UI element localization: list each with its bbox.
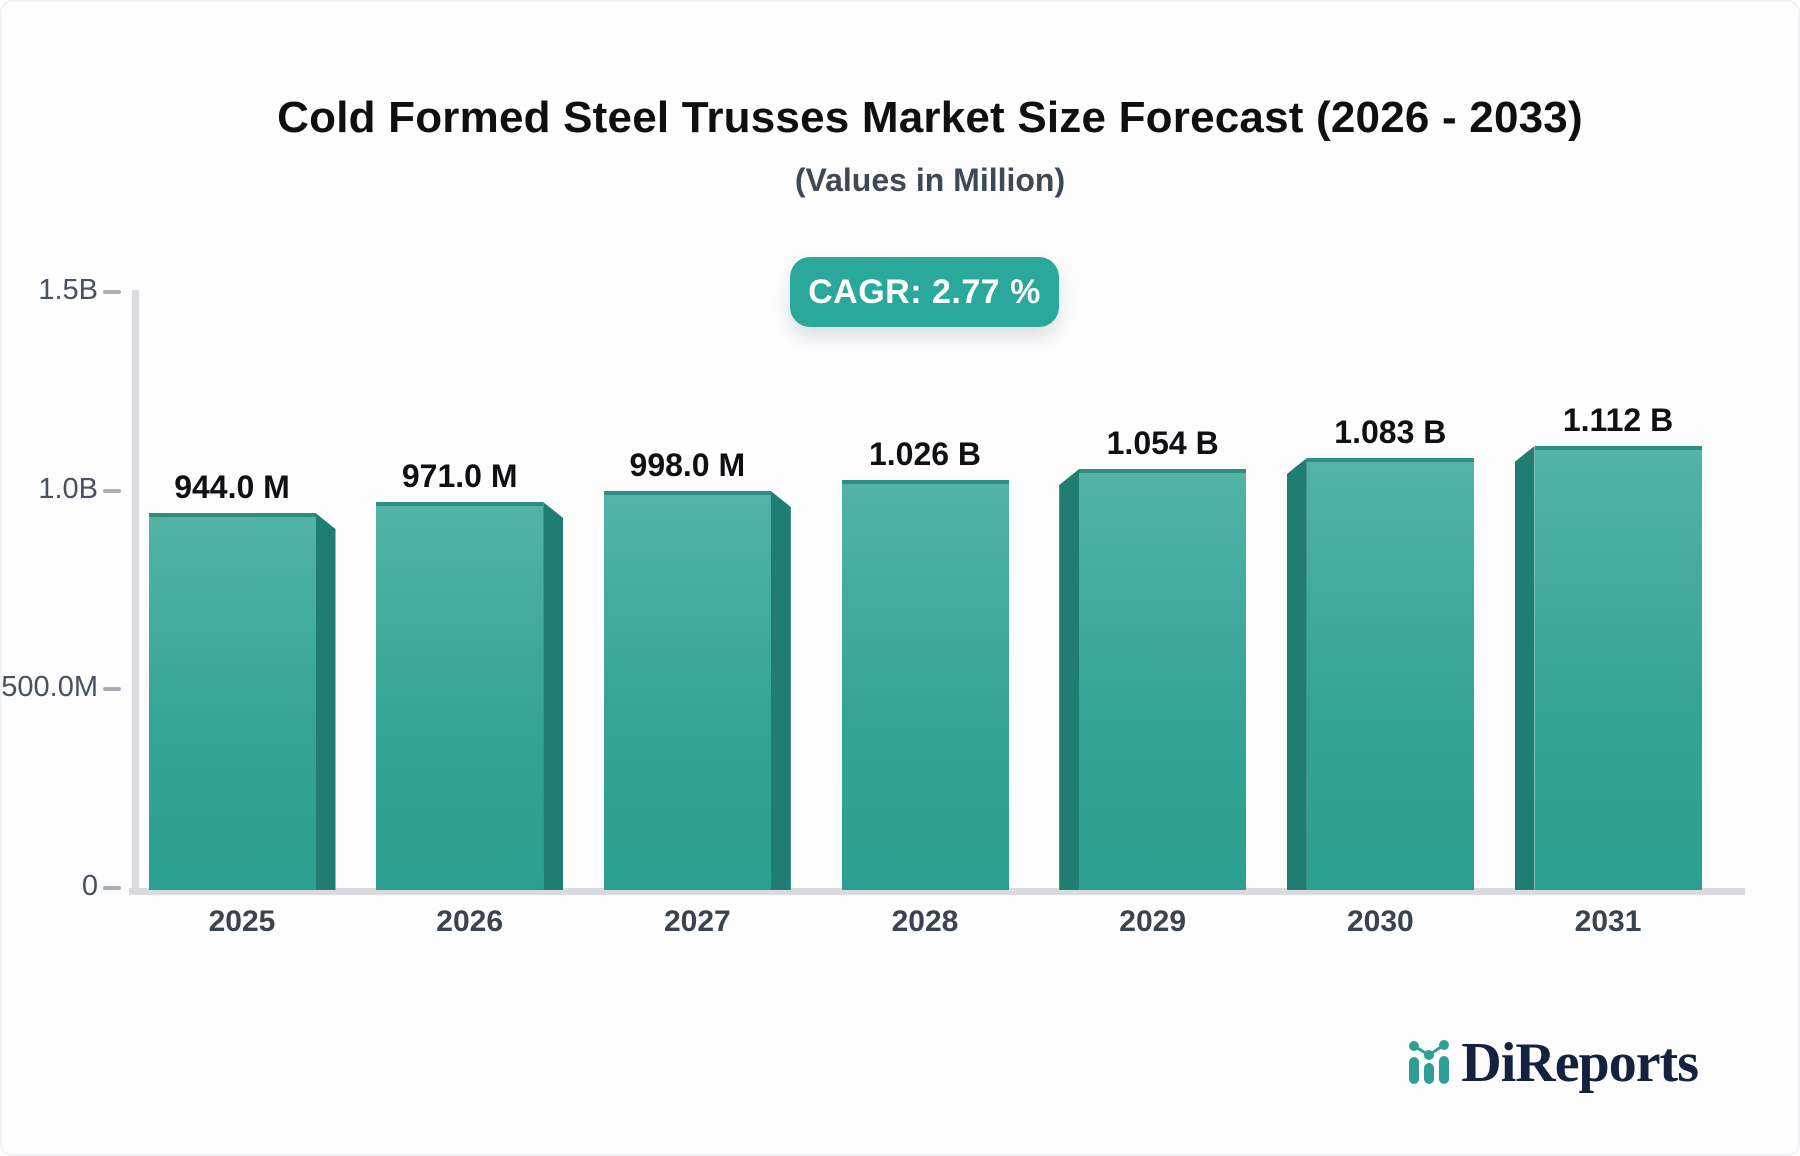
y-axis-tick-label: 1.5B	[38, 274, 98, 306]
bar-value-label: 1.083 B	[1334, 414, 1447, 450]
chart-header: Cold Formed Steel Trusses Market Size Fo…	[72, 2, 1788, 199]
x-axis-label-2029: 2029	[1119, 905, 1187, 938]
x-axis-label-2025: 2025	[208, 905, 276, 938]
y-axis-tick-label: 500.0M	[1, 671, 98, 704]
bar-2027-side	[770, 491, 791, 890]
logo-text: DiReports	[1461, 1032, 1699, 1094]
bar-value-label: 944.0 M	[174, 469, 290, 505]
bar-2025[interactable]	[148, 513, 316, 890]
direports-logo: DiReports	[1406, 1032, 1699, 1094]
x-axis-line	[129, 888, 1745, 895]
bar-2025-side	[315, 513, 336, 890]
bar-value-label: 998.0 M	[629, 447, 746, 483]
x-axis-label-2026: 2026	[436, 905, 504, 938]
y-axis-tick-label: 1.0B	[38, 472, 98, 505]
bar-2028[interactable]	[841, 480, 1009, 890]
bar-2031[interactable]	[1534, 446, 1702, 890]
y-axis-tick	[103, 687, 121, 692]
bar-2026-side	[543, 502, 564, 890]
y-axis-tick	[103, 886, 121, 890]
bar-value-label: 1.026 B	[868, 436, 982, 472]
bar-2026[interactable]	[376, 502, 544, 890]
chart-title: Cold Formed Steel Trusses Market Size Fo…	[277, 93, 1583, 142]
x-axis-label-2031: 2031	[1574, 905, 1642, 938]
y-axis-line	[132, 290, 139, 894]
y-axis-tick-label: 0	[81, 870, 98, 902]
x-axis-label-2027: 2027	[663, 905, 731, 938]
bar-2029-side	[1059, 469, 1080, 890]
x-axis-label-2030: 2030	[1346, 905, 1414, 938]
bar-value-label: 1.112 B	[1562, 402, 1674, 438]
bar-2030-side	[1286, 458, 1307, 890]
bar-2027[interactable]	[603, 491, 771, 890]
bar-2030[interactable]	[1306, 458, 1474, 890]
bar-2029[interactable]	[1079, 469, 1247, 890]
cagr-badge: CAGR: 2.77 %	[790, 257, 1059, 327]
x-axis-label-2028: 2028	[891, 905, 959, 938]
y-axis-tick	[103, 488, 121, 493]
bar-2031-side	[1514, 446, 1535, 890]
bar-chart-trend-icon	[1406, 1038, 1454, 1089]
chart-subtitle: (Values in Million)	[794, 162, 1066, 199]
bar-value-label: 971.0 M	[401, 458, 518, 494]
y-axis-tick	[103, 290, 121, 294]
bar-value-label: 1.054 B	[1106, 425, 1219, 461]
